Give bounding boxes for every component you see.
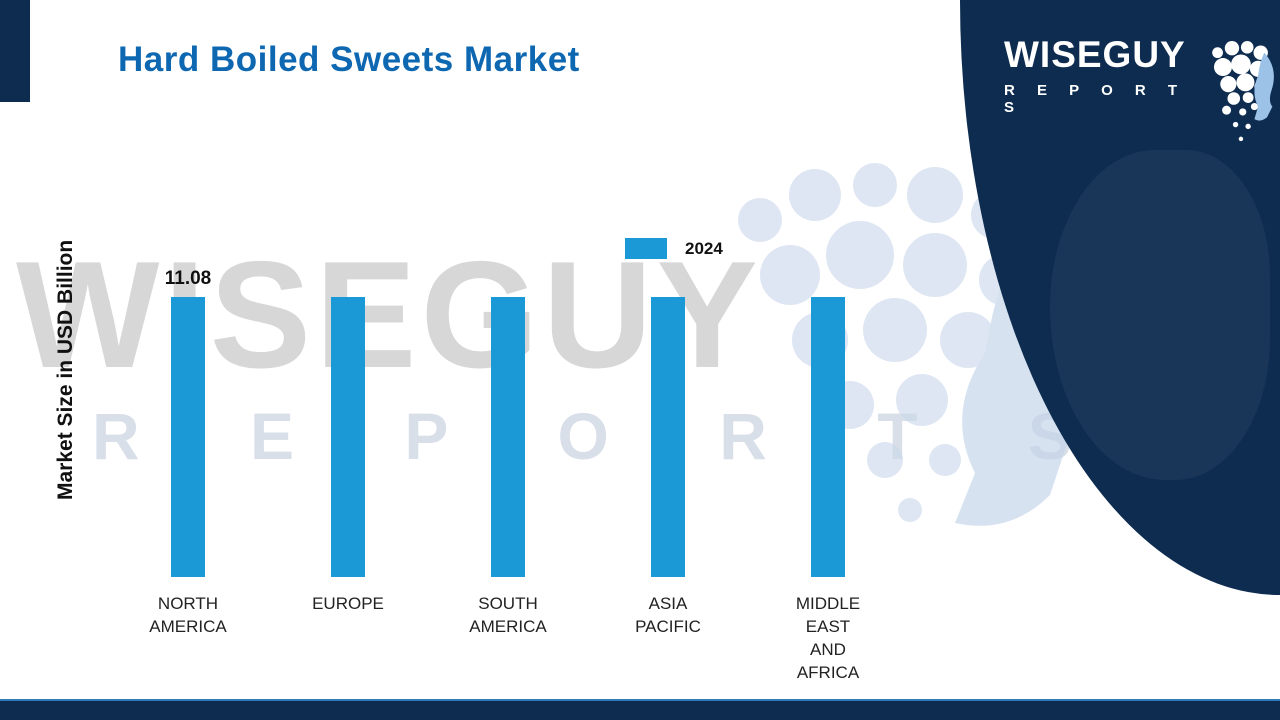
category-label: MIDDLE EAST AND AFRICA (795, 594, 861, 682)
category-label: SOUTH AMERICA (469, 594, 547, 636)
logo-face-icon (1211, 40, 1274, 142)
legend: 2024 (625, 238, 723, 259)
bar-group: EUROPE (268, 266, 428, 684)
bar-value-label (825, 266, 830, 292)
bar-chart: 11.08 NORTH AMERICA EUROPE SOUTH AMERICA AS… (108, 266, 908, 684)
bar-value-label (505, 266, 510, 292)
legend-label: 2024 (685, 238, 723, 258)
bar-group: SOUTH AMERICA (428, 266, 588, 684)
y-axis-label: Market Size in USD Billion (54, 239, 77, 501)
logo-wordmark: WISEGUY (1004, 34, 1186, 75)
page-title: Hard Boiled Sweets Market (118, 40, 580, 79)
bar-value-label (345, 266, 350, 292)
bar (171, 297, 205, 577)
bar-group: ASIA PACIFIC (588, 266, 748, 684)
bar (811, 297, 845, 577)
logo-inner-head-shape (1050, 150, 1270, 480)
bar-group: MIDDLE EAST AND AFRICA (748, 266, 908, 684)
bar (491, 297, 525, 577)
bar-value-label: 11.08 (164, 268, 212, 289)
bar-value-label (665, 266, 670, 292)
category-label: NORTH AMERICA (149, 594, 227, 636)
corner-accent-bar (0, 0, 30, 102)
bar-group: 11.08 NORTH AMERICA (108, 266, 268, 684)
category-label: EUROPE (312, 594, 384, 613)
bar (331, 297, 365, 577)
bar (651, 297, 685, 577)
logo-subtitle: R E P O R T S (1004, 82, 1187, 116)
bottom-accent-bar (0, 699, 1280, 720)
legend-swatch (625, 238, 667, 259)
category-label: ASIA PACIFIC (635, 594, 701, 636)
